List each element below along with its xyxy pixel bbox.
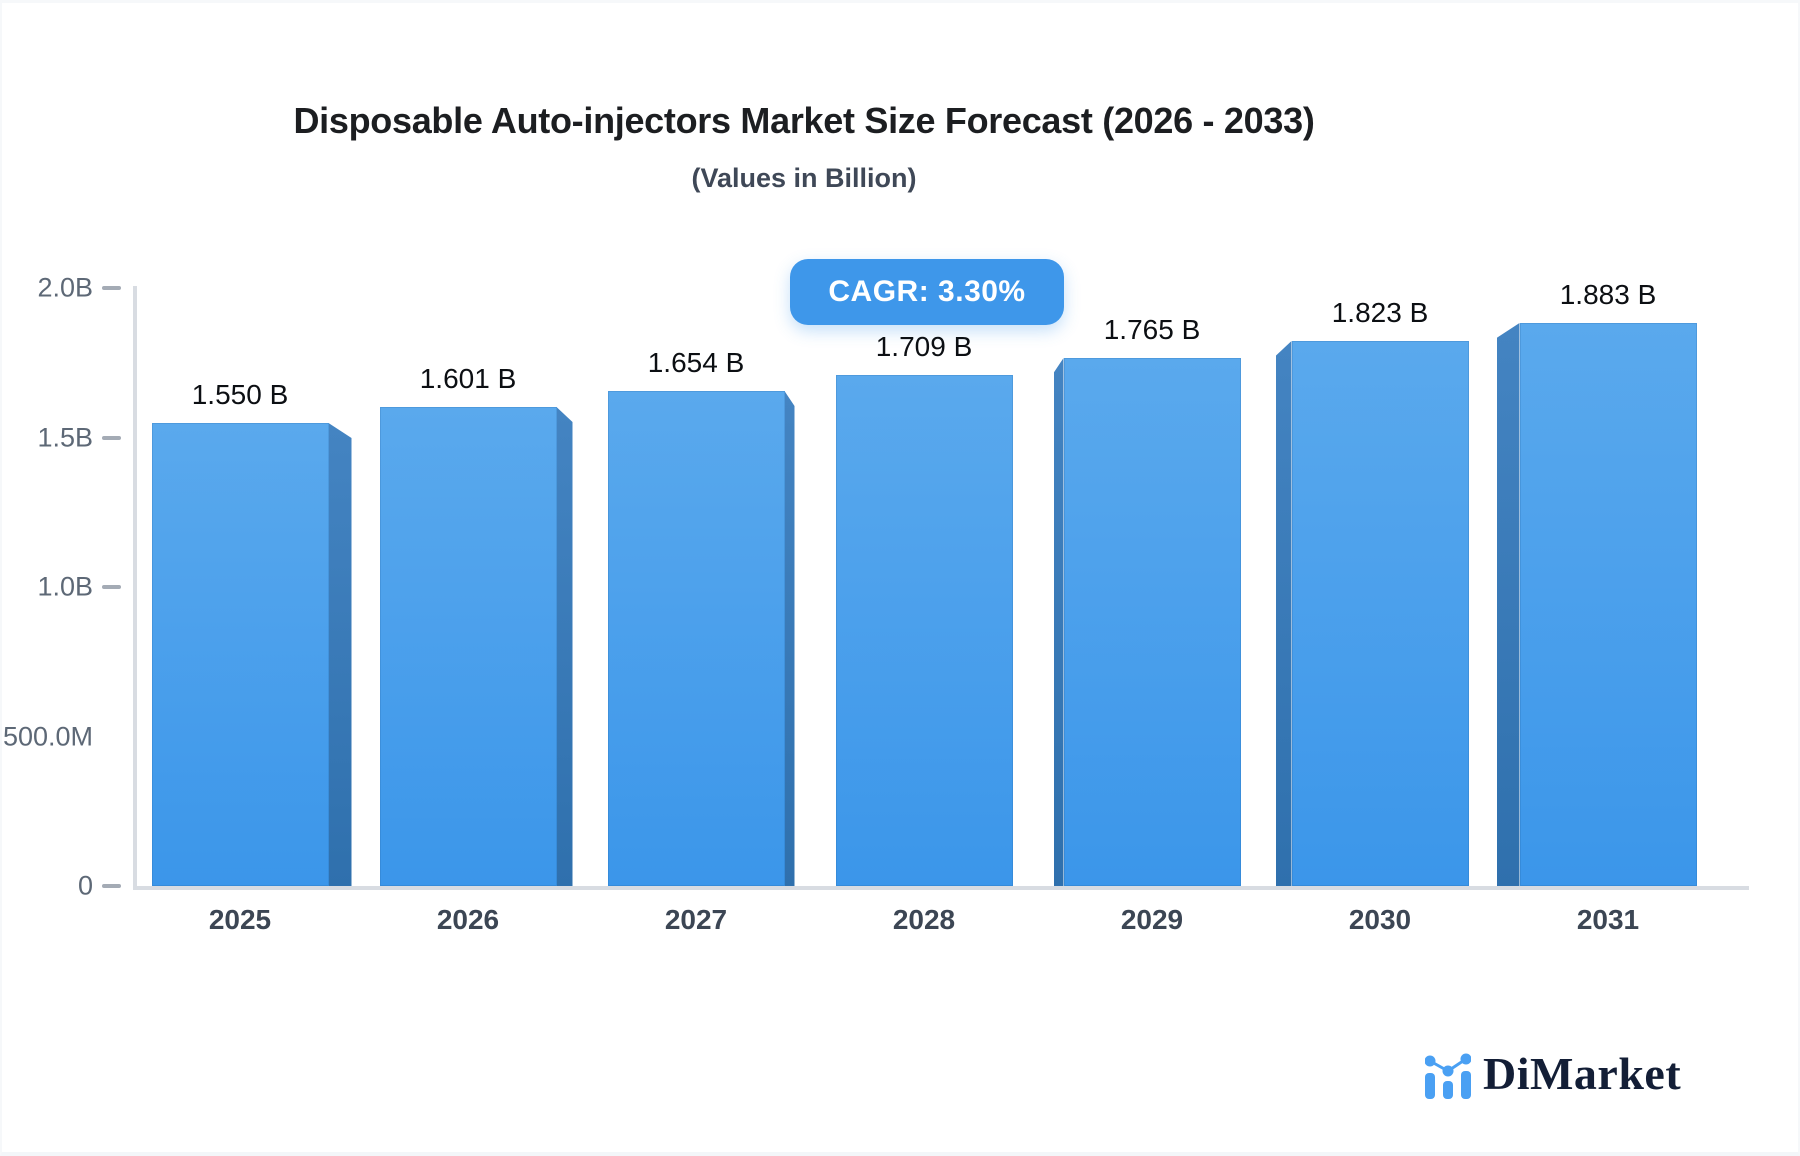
chart-title: Disposable Auto-injectors Market Size Fo… xyxy=(293,100,1315,141)
bar-2030[interactable] xyxy=(1291,341,1469,886)
x-axis-line xyxy=(133,886,1749,890)
x-axis-label-2029: 2029 xyxy=(1120,904,1184,935)
bar-2029[interactable] xyxy=(1063,358,1241,886)
brand-logo-text: DiMarket xyxy=(1483,1048,1682,1099)
bar-value-label: 1.550 B xyxy=(191,379,289,410)
chart-subtitle: (Values in Billion) xyxy=(691,163,917,193)
bar-value-label: 1.823 B xyxy=(1331,297,1429,328)
x-axis-label-2026: 2026 xyxy=(436,904,500,935)
cagr-badge-label: CAGR: 3.30% xyxy=(828,275,1026,308)
y-tick-mark xyxy=(102,585,121,589)
y-axis-line xyxy=(133,286,137,890)
bar-2027[interactable] xyxy=(607,391,785,886)
bar-2026-side-face xyxy=(556,407,573,886)
y-tick-label: 0 xyxy=(77,870,93,901)
bar-2028[interactable] xyxy=(835,375,1013,886)
y-tick-mark xyxy=(102,286,121,290)
x-axis-label-2030: 2030 xyxy=(1348,904,1412,935)
brand-logo: DiMarket xyxy=(1425,1047,1681,1100)
y-tick-mark xyxy=(102,884,121,888)
x-axis-label-2027: 2027 xyxy=(664,904,728,935)
y-tick-label: 1.0B xyxy=(37,571,93,602)
y-tick-label: 2.0B xyxy=(37,272,93,303)
bar-value-label: 1.654 B xyxy=(647,347,745,378)
bar-value-label: 1.883 B xyxy=(1559,279,1657,310)
bar-2025[interactable] xyxy=(151,423,329,886)
y-tick-label: 500.0M xyxy=(2,721,93,751)
x-axis-label-2031: 2031 xyxy=(1576,904,1640,935)
plot-area: 1.550 B 2025 1.601 B 2026 1.654 B 2027 1.709 B… xyxy=(133,279,1749,935)
bar-2029-side-face xyxy=(1053,358,1064,886)
bar-2031[interactable] xyxy=(1519,323,1697,886)
bar-2027-side-face xyxy=(784,391,795,886)
cagr-badge: CAGR: 3.30% xyxy=(790,259,1064,325)
bar-2031-side-face xyxy=(1496,323,1520,886)
y-tick-mark xyxy=(102,435,121,440)
bar-2026[interactable] xyxy=(379,407,557,886)
bar-value-label: 1.601 B xyxy=(419,363,517,394)
bar-value-label: 1.709 B xyxy=(875,331,973,362)
bar-2025-side-face xyxy=(328,423,352,886)
y-tick-label: 1.5B xyxy=(37,422,93,452)
bar-chart-logo-icon xyxy=(1425,1053,1471,1099)
bar-value-label: 1.765 B xyxy=(1103,314,1201,345)
x-axis-label-2025: 2025 xyxy=(208,904,272,935)
x-axis-label-2028: 2028 xyxy=(892,904,956,935)
bar-2030-side-face xyxy=(1275,341,1292,886)
